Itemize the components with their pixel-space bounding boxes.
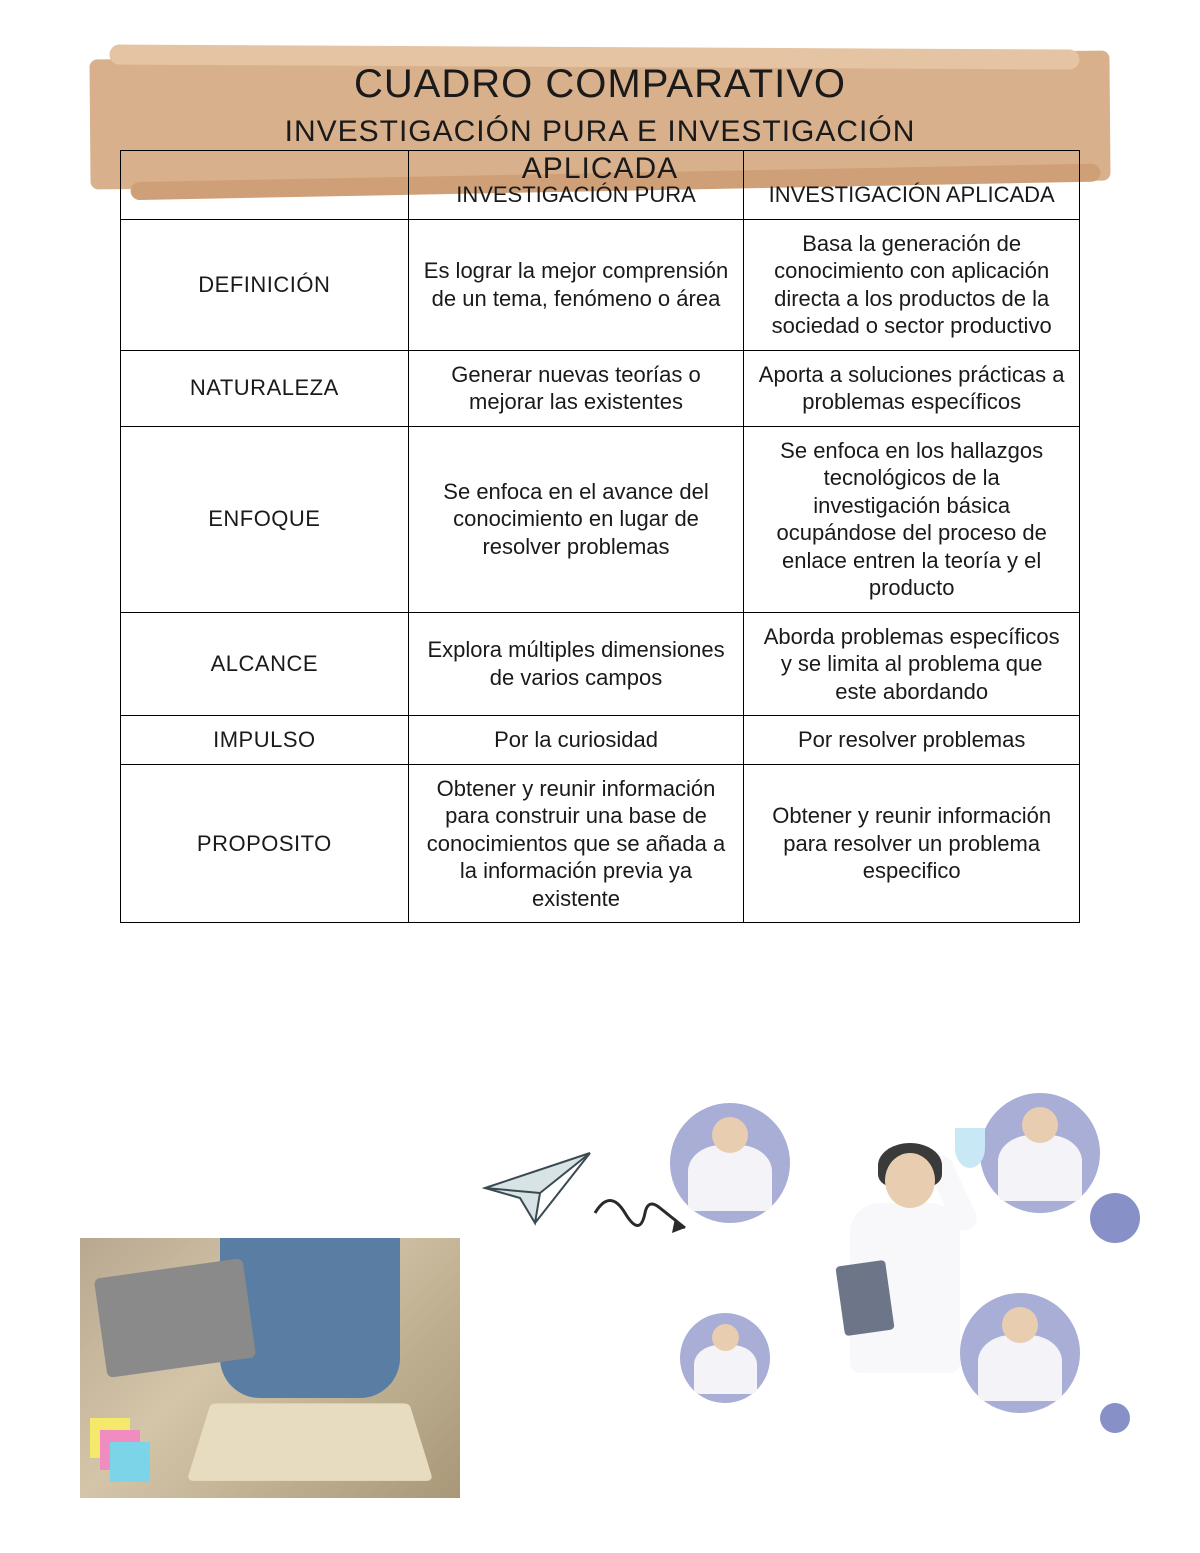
table-header-row: INVESTIGACIÓN PURA INVESTIGACIÓN APLICAD…: [121, 151, 1080, 220]
table-body: DEFINICIÓN Es lograr la mejor comprensió…: [121, 219, 1080, 923]
header-empty: [121, 151, 409, 220]
subtitle-line-1: INVESTIGACIÓN PURA E INVESTIGACIÓN: [0, 115, 1200, 149]
photo-stickynotes: [90, 1418, 150, 1478]
paper-plane-icon: [480, 1143, 600, 1233]
cell-aplicada: Aporta a soluciones prácticas a problema…: [744, 350, 1080, 426]
main-title: CUADRO COMPARATIVO: [0, 62, 1200, 107]
dot-icon: [1090, 1193, 1140, 1243]
cell-pura: Se enfoca en el avance del conocimiento …: [408, 426, 744, 612]
cell-aplicada: Obtener y reunir información para resolv…: [744, 764, 1080, 923]
comparison-table: INVESTIGACIÓN PURA INVESTIGACIÓN APLICAD…: [120, 150, 1080, 923]
study-photo: [80, 1238, 460, 1498]
cell-aplicada: Por resolver problemas: [744, 716, 1080, 765]
comparison-table-container: INVESTIGACIÓN PURA INVESTIGACIÓN APLICAD…: [120, 150, 1080, 923]
header-aplicada: INVESTIGACIÓN APLICADA: [744, 151, 1080, 220]
cell-pura: Obtener y reunir información para constr…: [408, 764, 744, 923]
dot-icon: [1100, 1403, 1130, 1433]
scientist-bubble-icon: [980, 1093, 1100, 1213]
row-label: ENFOQUE: [121, 426, 409, 612]
cell-pura: Por la curiosidad: [408, 716, 744, 765]
cell-aplicada: Se enfoca en los hallazgos tecnológicos …: [744, 426, 1080, 612]
science-illustration: [640, 1093, 1140, 1433]
scientist-bubble-icon: [670, 1103, 790, 1223]
row-label: PROPOSITO: [121, 764, 409, 923]
cell-aplicada: Basa la generación de conocimiento con a…: [744, 219, 1080, 350]
cell-pura: Generar nuevas teorías o mejorar las exi…: [408, 350, 744, 426]
table-row: NATURALEZA Generar nuevas teorías o mejo…: [121, 350, 1080, 426]
header-pura: INVESTIGACIÓN PURA: [408, 151, 744, 220]
row-label: DEFINICIÓN: [121, 219, 409, 350]
scientist-bubble-icon: [680, 1313, 770, 1403]
photo-laptop: [94, 1258, 256, 1378]
table-row: ENFOQUE Se enfoca en el avance del conoc…: [121, 426, 1080, 612]
row-label: ALCANCE: [121, 612, 409, 716]
photo-book: [187, 1403, 433, 1480]
cell-pura: Explora múltiples dimensiones de varios …: [408, 612, 744, 716]
table-row: ALCANCE Explora múltiples dimensiones de…: [121, 612, 1080, 716]
table-row: DEFINICIÓN Es lograr la mejor comprensió…: [121, 219, 1080, 350]
cell-aplicada: Aborda problemas específicos y se limita…: [744, 612, 1080, 716]
main-scientist-icon: [830, 1133, 980, 1393]
row-label: IMPULSO: [121, 716, 409, 765]
table-row: IMPULSO Por la curiosidad Por resolver p…: [121, 716, 1080, 765]
cell-pura: Es lograr la mejor comprensión de un tem…: [408, 219, 744, 350]
row-label: NATURALEZA: [121, 350, 409, 426]
table-row: PROPOSITO Obtener y reunir información p…: [121, 764, 1080, 923]
